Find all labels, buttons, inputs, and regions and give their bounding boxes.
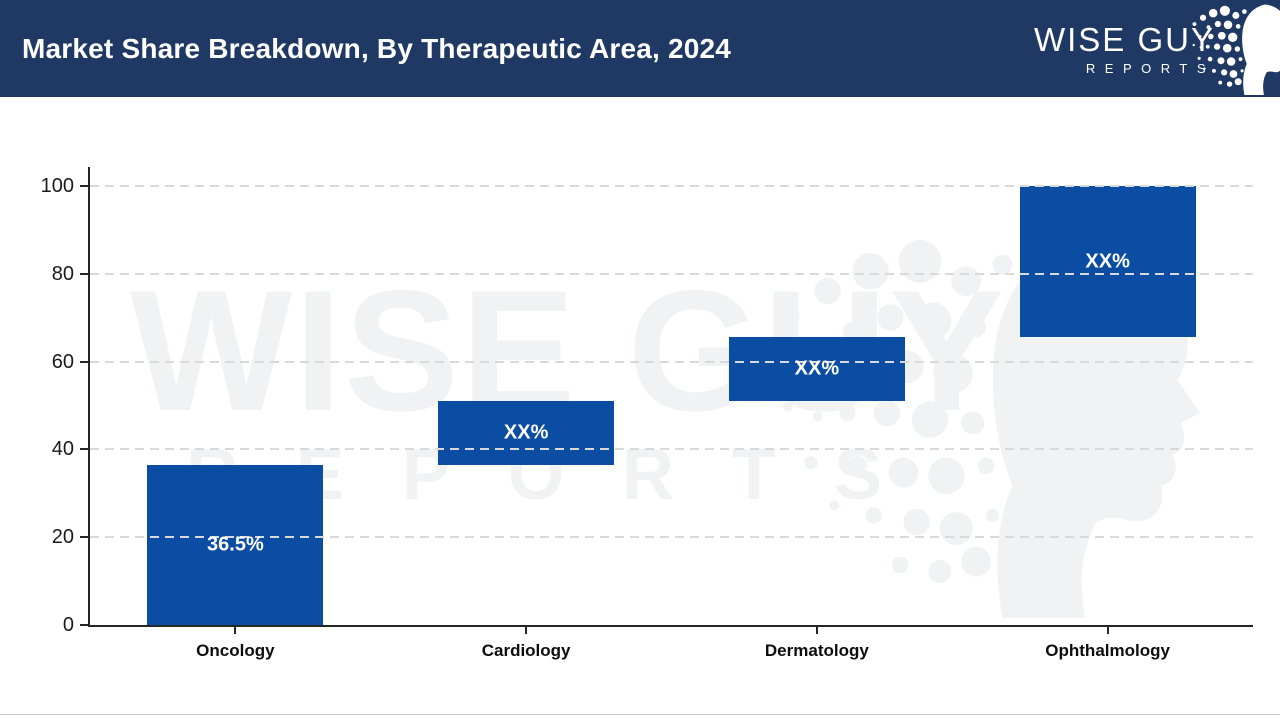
y-tick-label: 40 — [51, 438, 74, 461]
bar-value-label: 36.5% — [207, 533, 264, 556]
bar-value-label: XX% — [794, 357, 840, 380]
logo-text: WISE GUY REPORTS — [1034, 23, 1215, 75]
x-tick-mark — [234, 627, 237, 634]
y-tick-mark — [80, 624, 89, 626]
page-title: Market Share Breakdown, By Therapeutic A… — [22, 32, 732, 64]
y-tick-mark — [80, 360, 89, 363]
bottom-divider — [0, 714, 1280, 715]
bar-value-label: XX% — [1085, 250, 1130, 273]
gridline — [90, 448, 1253, 451]
waterfall-chart: WISE GUY REPORTS 0 20 40 60 80 100 36.5% Oncolo… — [0, 97, 1280, 720]
logo-wordmark: WISE GUY — [1033, 20, 1215, 58]
header-bar: Market Share Breakdown, By Therapeutic A… — [0, 0, 1280, 97]
wise-guy-logo: WISE GUY REPORTS — [1034, 2, 1280, 96]
y-tick-label: 0 — [62, 614, 74, 636]
gridline — [90, 185, 1253, 187]
category-label-cardiology: Cardiology — [481, 641, 571, 660]
y-tick-label: 80 — [51, 262, 74, 285]
gridline — [90, 272, 1253, 275]
bar-value-label: XX% — [503, 421, 549, 444]
bar-ophthalmology — [1019, 186, 1196, 338]
category-label-dermatology: Dermatology — [764, 641, 869, 660]
gridline — [90, 360, 1253, 363]
x-axis-line — [88, 625, 1253, 627]
y-tick-mark — [80, 272, 89, 275]
logo-reports-label: REPORTS — [1085, 60, 1215, 76]
y-tick-mark — [80, 185, 89, 187]
y-tick-mark — [80, 536, 89, 539]
x-tick-mark — [815, 627, 818, 634]
x-tick-mark — [525, 627, 528, 634]
y-tick-mark — [80, 448, 89, 451]
gridline — [90, 536, 1253, 539]
bar-cardiology — [438, 401, 615, 465]
bar-dermatology — [728, 337, 905, 402]
bar-oncology — [147, 464, 324, 625]
y-tick-label: 60 — [51, 350, 74, 373]
y-axis-line — [88, 167, 90, 627]
x-tick-mark — [1106, 627, 1109, 634]
category-label-oncology: Oncology — [196, 641, 275, 660]
y-tick-label: 100 — [40, 175, 74, 197]
y-tick-label: 20 — [51, 526, 74, 549]
category-label-ophthalmology: Ophthalmology — [1045, 641, 1170, 660]
